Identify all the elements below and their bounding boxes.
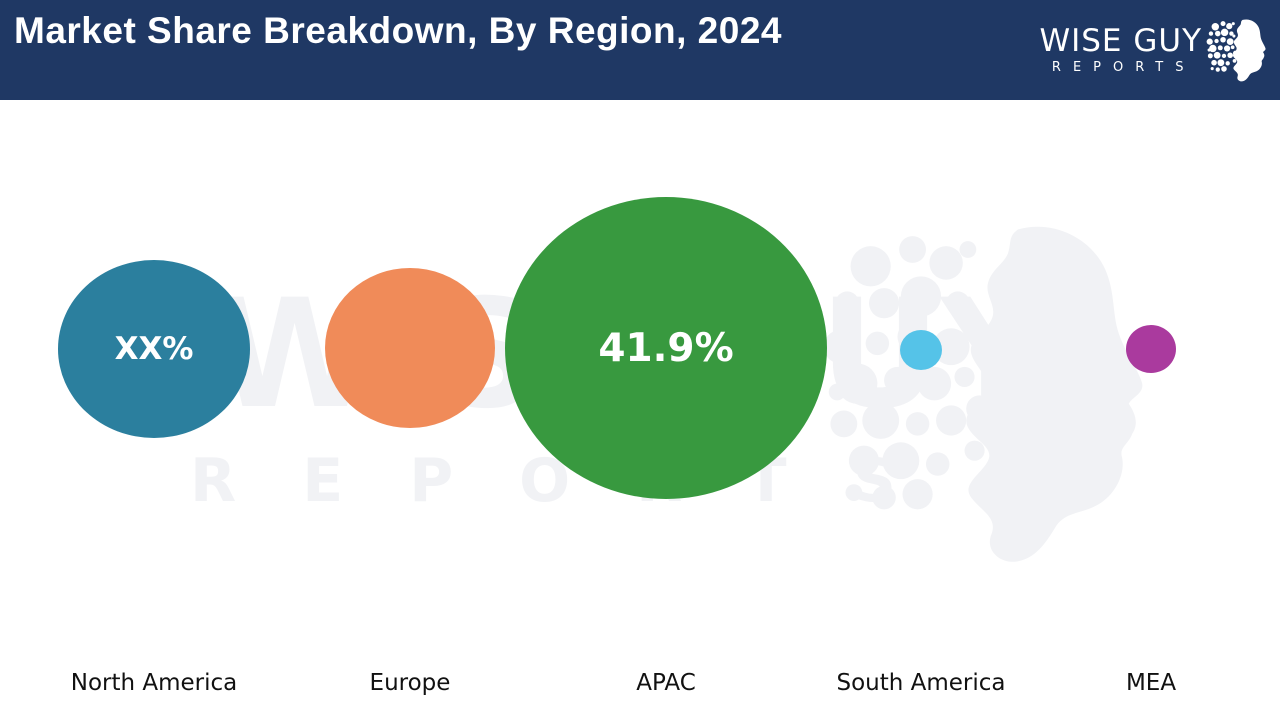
logo-text: WISE GUY REPORTS: [1039, 25, 1202, 75]
bubble-south-america: [900, 330, 942, 370]
category-label-south-america: South America: [836, 670, 1006, 696]
logo-wordmark: WISE GUY: [1039, 23, 1202, 60]
dotted-head-profile-icon: [1206, 19, 1266, 82]
page-title: Market Share Breakdown, By Region, 2024: [14, 10, 782, 51]
category-label-europe: Europe: [369, 670, 451, 696]
logo-subtitle: REPORTS: [1051, 59, 1196, 75]
bubble-apac: 41.9%: [505, 197, 827, 499]
bubble-chart: WISE GUY REPORTS XX% 41.9% North America…: [0, 100, 1280, 720]
bubble-value-label: XX%: [114, 331, 194, 367]
watermark-head-icon: [823, 226, 1143, 562]
category-label-apac: APAC: [636, 670, 696, 696]
bubble-mea: [1126, 325, 1176, 373]
bubble-europe: [325, 268, 495, 428]
watermark-subtitle: REPORTS: [190, 446, 962, 516]
bubble-north-america: XX%: [58, 260, 250, 438]
wiseguy-logo: WISE GUY REPORTS: [1039, 6, 1268, 94]
category-label-mea: MEA: [1125, 670, 1177, 696]
category-label-north-america: North America: [70, 670, 238, 696]
header-bar: Market Share Breakdown, By Region, 2024 …: [0, 0, 1280, 100]
bubble-value-label: 41.9%: [598, 325, 734, 371]
